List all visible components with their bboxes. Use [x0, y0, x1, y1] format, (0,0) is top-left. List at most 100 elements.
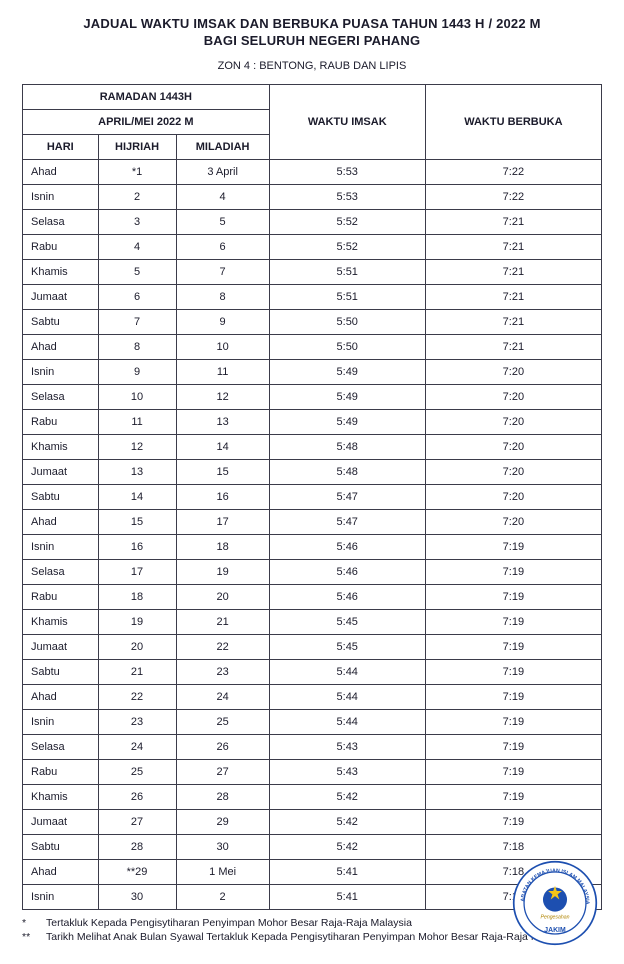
- cell-miladiah: 7: [176, 259, 269, 284]
- cell-hari: Khamis: [23, 784, 99, 809]
- cell-hari: Selasa: [23, 559, 99, 584]
- footnote-2-star: **: [22, 930, 46, 944]
- cell-imsak: 5:50: [269, 309, 425, 334]
- cell-buka: 7:19: [425, 734, 601, 759]
- table-row: Selasa17195:467:19: [23, 559, 602, 584]
- cell-miladiah: 23: [176, 659, 269, 684]
- cell-imsak: 5:42: [269, 834, 425, 859]
- cell-buka: 7:20: [425, 434, 601, 459]
- cell-buka: 7:19: [425, 684, 601, 709]
- cell-miladiah: 11: [176, 359, 269, 384]
- head-miladiah: MILADIAH: [176, 134, 269, 159]
- table-row: Selasa10125:497:20: [23, 384, 602, 409]
- cell-imsak: 5:49: [269, 359, 425, 384]
- cell-imsak: 5:49: [269, 384, 425, 409]
- cell-miladiah: 27: [176, 759, 269, 784]
- head-ramadan: RAMADAN 1443H: [23, 84, 270, 109]
- table-row: Jumaat685:517:21: [23, 284, 602, 309]
- page-title: JADUAL WAKTU IMSAK DAN BERBUKA PUASA TAH…: [22, 16, 602, 50]
- cell-imsak: 5:51: [269, 259, 425, 284]
- cell-imsak: 5:43: [269, 734, 425, 759]
- cell-miladiah: 1 Mei: [176, 859, 269, 884]
- cell-imsak: 5:44: [269, 659, 425, 684]
- cell-hari: Rabu: [23, 584, 99, 609]
- table-body: Ahad*13 April5:537:22Isnin245:537:22Sela…: [23, 159, 602, 909]
- cell-hari: Ahad: [23, 859, 99, 884]
- cell-imsak: 5:49: [269, 409, 425, 434]
- cell-miladiah: 15: [176, 459, 269, 484]
- footnote-1-text: Tertakluk Kepada Pengisytiharan Penyimpa…: [46, 916, 412, 930]
- table-row: Rabu465:527:21: [23, 234, 602, 259]
- cell-hijriah: 22: [98, 684, 176, 709]
- cell-buka: 7:20: [425, 459, 601, 484]
- cell-imsak: 5:47: [269, 509, 425, 534]
- cell-miladiah: 16: [176, 484, 269, 509]
- head-imsak: WAKTU IMSAK: [269, 84, 425, 159]
- cell-hijriah: 25: [98, 759, 176, 784]
- cell-hari: Isnin: [23, 534, 99, 559]
- head-hari: HARI: [23, 134, 99, 159]
- cell-hari: Isnin: [23, 709, 99, 734]
- table-row: Sabtu795:507:21: [23, 309, 602, 334]
- table-row: Rabu11135:497:20: [23, 409, 602, 434]
- cell-miladiah: 28: [176, 784, 269, 809]
- cell-imsak: 5:53: [269, 159, 425, 184]
- cell-hari: Ahad: [23, 509, 99, 534]
- cell-miladiah: 9: [176, 309, 269, 334]
- cell-hijriah: 30: [98, 884, 176, 909]
- cell-imsak: 5:43: [269, 759, 425, 784]
- cell-buka: 7:20: [425, 359, 601, 384]
- cell-hijriah: 6: [98, 284, 176, 309]
- table-row: Ahad*13 April5:537:22: [23, 159, 602, 184]
- table-row: Selasa24265:437:19: [23, 734, 602, 759]
- cell-hijriah: 5: [98, 259, 176, 284]
- cell-hari: Jumaat: [23, 634, 99, 659]
- table-row: Khamis19215:457:19: [23, 609, 602, 634]
- cell-hari: Ahad: [23, 684, 99, 709]
- cell-miladiah: 12: [176, 384, 269, 409]
- table-row: Ahad22245:447:19: [23, 684, 602, 709]
- head-hijriah: HIJRIAH: [98, 134, 176, 159]
- cell-imsak: 5:52: [269, 209, 425, 234]
- table-row: Isnin9115:497:20: [23, 359, 602, 384]
- cell-hari: Jumaat: [23, 284, 99, 309]
- cell-buka: 7:22: [425, 159, 601, 184]
- cell-hijriah: 4: [98, 234, 176, 259]
- cell-buka: 7:21: [425, 209, 601, 234]
- title-line-2: BAGI SELURUH NEGERI PAHANG: [22, 33, 602, 50]
- cell-miladiah: 3 April: [176, 159, 269, 184]
- cell-buka: 7:18: [425, 834, 601, 859]
- cell-hijriah: 21: [98, 659, 176, 684]
- cell-miladiah: 21: [176, 609, 269, 634]
- cell-hijriah: 16: [98, 534, 176, 559]
- cell-hijriah: 24: [98, 734, 176, 759]
- cell-hari: Selasa: [23, 209, 99, 234]
- cell-imsak: 5:48: [269, 434, 425, 459]
- cell-hijriah: 18: [98, 584, 176, 609]
- cell-buka: 7:19: [425, 784, 601, 809]
- cell-hijriah: 23: [98, 709, 176, 734]
- cell-miladiah: 20: [176, 584, 269, 609]
- cell-hari: Isnin: [23, 184, 99, 209]
- cell-hari: Sabtu: [23, 834, 99, 859]
- cell-hari: Isnin: [23, 359, 99, 384]
- cell-hijriah: 10: [98, 384, 176, 409]
- cell-hijriah: 3: [98, 209, 176, 234]
- cell-hari: Rabu: [23, 234, 99, 259]
- cell-hari: Selasa: [23, 384, 99, 409]
- table-row: Isnin16185:467:19: [23, 534, 602, 559]
- cell-miladiah: 24: [176, 684, 269, 709]
- cell-miladiah: 25: [176, 709, 269, 734]
- cell-imsak: 5:53: [269, 184, 425, 209]
- cell-hari: Sabtu: [23, 659, 99, 684]
- cell-hari: Ahad: [23, 334, 99, 359]
- cell-miladiah: 8: [176, 284, 269, 309]
- cell-miladiah: 10: [176, 334, 269, 359]
- cell-hari: Sabtu: [23, 309, 99, 334]
- cell-imsak: 5:42: [269, 809, 425, 834]
- table-row: Jumaat13155:487:20: [23, 459, 602, 484]
- cell-hari: Rabu: [23, 409, 99, 434]
- table-row: Isnin245:537:22: [23, 184, 602, 209]
- cell-hijriah: 2: [98, 184, 176, 209]
- table-row: Jumaat27295:427:19: [23, 809, 602, 834]
